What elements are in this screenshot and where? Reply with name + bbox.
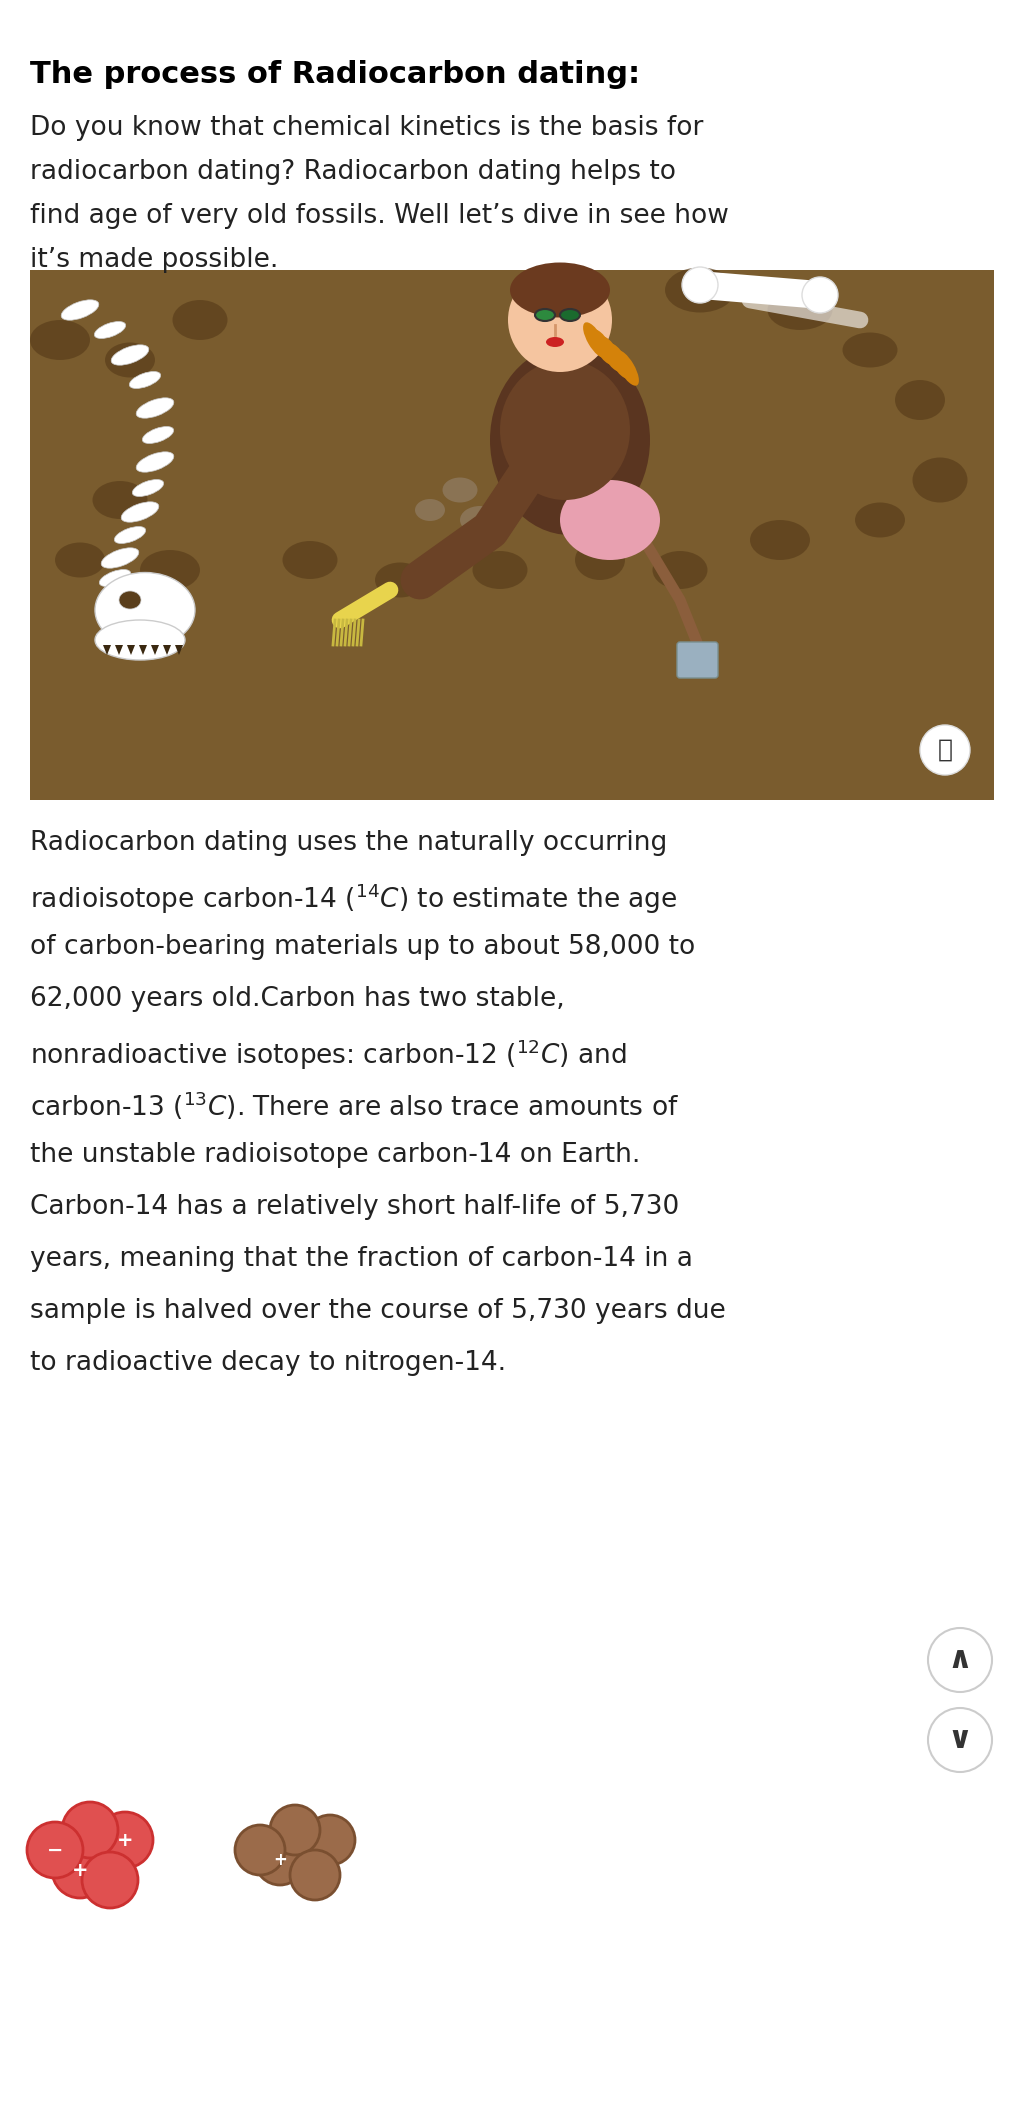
Ellipse shape [591,328,615,364]
Ellipse shape [121,502,159,521]
Ellipse shape [607,343,631,379]
Ellipse shape [140,551,200,589]
Ellipse shape [55,542,105,578]
Text: sample is halved over the course of 5,730 years due: sample is halved over the course of 5,73… [30,1299,726,1324]
Text: +: + [72,1860,88,1880]
Ellipse shape [843,333,897,367]
Text: nonradioactive isotopes: carbon-12 ($^{12}C$) and: nonradioactive isotopes: carbon-12 ($^{1… [30,1038,627,1072]
Circle shape [682,267,718,303]
Ellipse shape [583,322,607,358]
Text: Carbon-14 has a relatively short half-life of 5,730: Carbon-14 has a relatively short half-li… [30,1193,679,1221]
Ellipse shape [92,481,147,519]
Ellipse shape [460,506,500,534]
Circle shape [234,1824,285,1875]
Ellipse shape [575,540,625,581]
Circle shape [270,1805,319,1854]
Polygon shape [163,644,171,655]
Circle shape [290,1850,340,1901]
Ellipse shape [912,458,968,502]
Ellipse shape [112,345,148,364]
Circle shape [508,267,612,373]
Ellipse shape [560,309,580,320]
Circle shape [920,725,970,776]
Polygon shape [175,644,183,655]
Ellipse shape [665,267,735,311]
Text: −: − [47,1841,63,1860]
Ellipse shape [599,337,623,371]
Ellipse shape [61,299,98,320]
FancyBboxPatch shape [677,642,718,678]
Text: of carbon-bearing materials up to about 58,000 to: of carbon-bearing materials up to about … [30,934,695,960]
Ellipse shape [30,320,90,360]
Ellipse shape [510,263,610,318]
Ellipse shape [375,562,425,598]
Circle shape [82,1852,138,1907]
Circle shape [255,1835,305,1886]
Ellipse shape [101,549,139,568]
Polygon shape [115,644,123,655]
Ellipse shape [119,591,141,608]
Text: ∧: ∧ [947,1646,973,1674]
Polygon shape [151,644,159,655]
Bar [30,269,994,801]
Ellipse shape [136,398,174,417]
Ellipse shape [895,379,945,420]
Circle shape [62,1801,118,1858]
Ellipse shape [99,570,131,587]
Ellipse shape [134,600,166,617]
Polygon shape [103,644,111,655]
Ellipse shape [546,337,564,348]
Ellipse shape [95,572,195,648]
Text: radioisotope carbon-14 ($^{14}C$) to estimate the age: radioisotope carbon-14 ($^{14}C$) to est… [30,882,678,918]
Text: carbon-13 ($^{13}C$). There are also trace amounts of: carbon-13 ($^{13}C$). There are also tra… [30,1089,679,1123]
Ellipse shape [132,479,164,496]
Ellipse shape [560,481,660,559]
Ellipse shape [768,290,833,331]
Text: ∨: ∨ [947,1725,973,1755]
Circle shape [928,1708,992,1771]
Ellipse shape [172,301,227,339]
Ellipse shape [95,621,185,659]
Text: to radioactive decay to nitrogen-14.: to radioactive decay to nitrogen-14. [30,1350,506,1375]
Ellipse shape [615,350,639,386]
Ellipse shape [535,309,555,320]
Text: Do you know that chemical kinetics is the basis for: Do you know that chemical kinetics is th… [30,114,703,142]
Polygon shape [127,644,135,655]
Text: The process of Radiocarbon dating:: The process of Radiocarbon dating: [30,59,640,89]
Polygon shape [139,644,147,655]
Text: radiocarbon dating? Radiocarbon dating helps to: radiocarbon dating? Radiocarbon dating h… [30,159,676,184]
Circle shape [97,1812,153,1869]
Ellipse shape [652,551,708,589]
Ellipse shape [142,426,174,443]
Ellipse shape [490,345,650,534]
Ellipse shape [129,371,161,388]
Text: +: + [273,1852,287,1869]
Text: Radiocarbon dating uses the naturally occurring: Radiocarbon dating uses the naturally oc… [30,831,668,856]
Ellipse shape [283,540,338,578]
Text: the unstable radioisotope carbon-14 on Earth.: the unstable radioisotope carbon-14 on E… [30,1142,640,1168]
Text: years, meaning that the fraction of carbon-14 in a: years, meaning that the fraction of carb… [30,1246,693,1271]
Ellipse shape [750,519,810,559]
Text: +: + [117,1831,133,1850]
Circle shape [27,1822,83,1877]
Ellipse shape [94,322,126,339]
Ellipse shape [136,451,174,473]
Circle shape [52,1841,108,1899]
Text: find age of very old fossils. Well let’s dive in see how: find age of very old fossils. Well let’s… [30,203,729,229]
Circle shape [802,278,838,314]
Ellipse shape [115,526,145,542]
Text: 62,000 years old.Carbon has two stable,: 62,000 years old.Carbon has two stable, [30,985,565,1013]
Ellipse shape [112,585,148,606]
Text: it’s made possible.: it’s made possible. [30,248,279,273]
Circle shape [305,1816,355,1865]
Ellipse shape [415,498,445,521]
Ellipse shape [500,360,630,500]
Ellipse shape [472,551,527,589]
Ellipse shape [855,502,905,538]
Text: ⤢: ⤢ [938,737,952,763]
Circle shape [928,1627,992,1691]
Ellipse shape [442,477,477,502]
Ellipse shape [105,343,155,377]
